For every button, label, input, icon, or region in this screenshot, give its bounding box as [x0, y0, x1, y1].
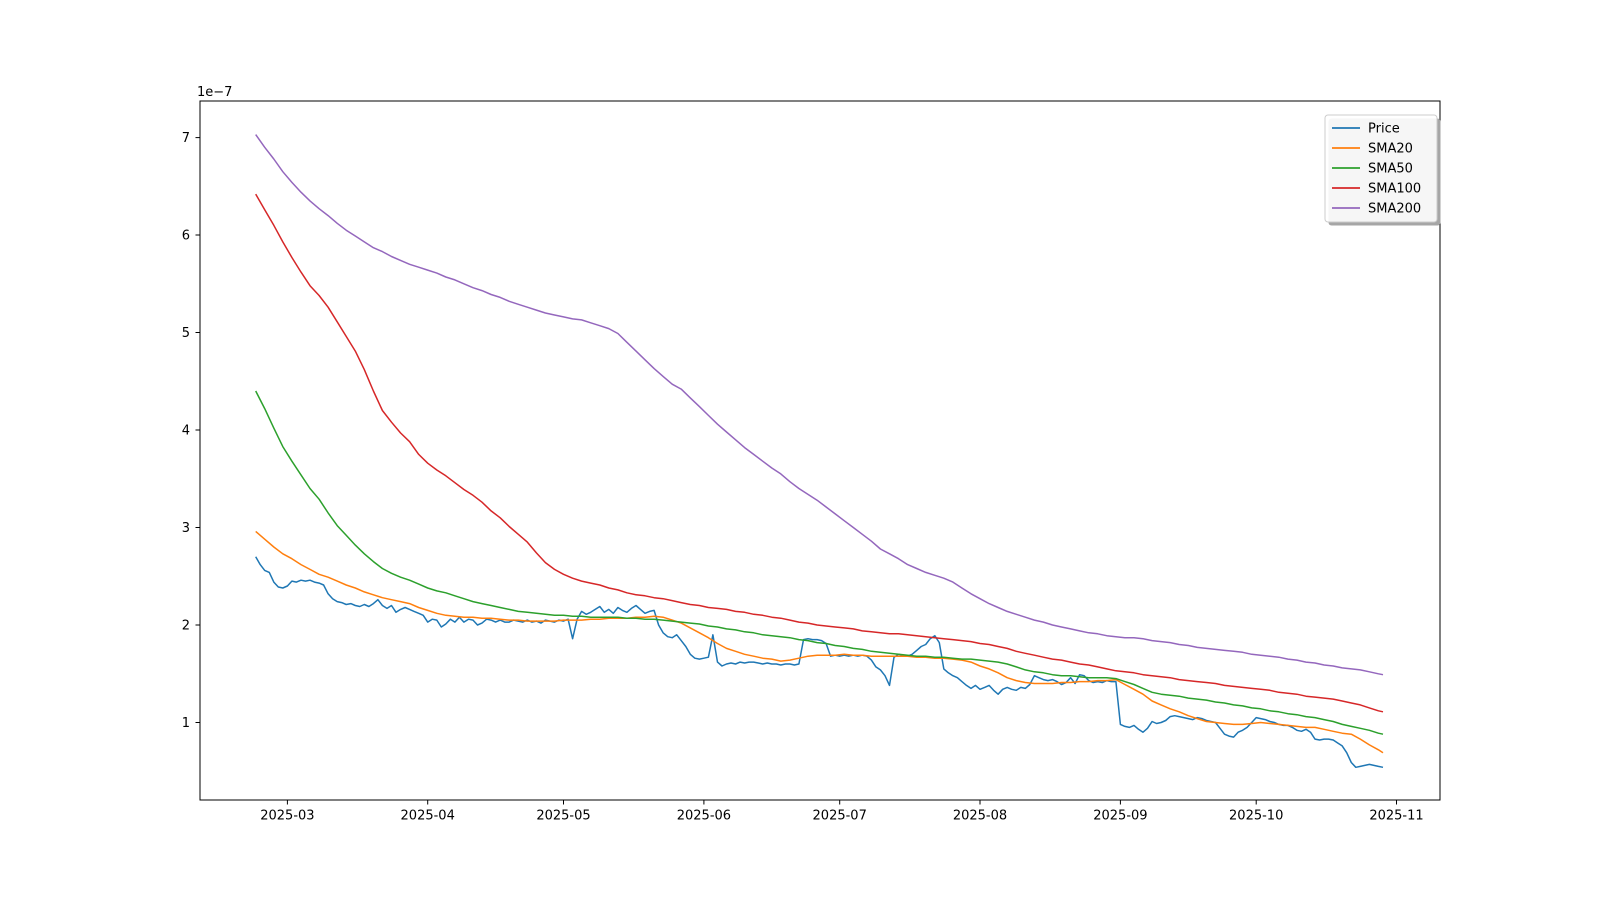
legend-label: SMA50: [1368, 162, 1413, 177]
series-line-price: [255, 556, 1384, 769]
chart-series-group: [255, 134, 1384, 769]
x-tick-label: 2025-09: [1093, 809, 1147, 824]
y-axis-ticks: 1 2 3 4 5 6 7: [182, 131, 200, 731]
x-tick-label: 2025-07: [813, 809, 867, 824]
legend-label: SMA100: [1368, 182, 1421, 197]
legend-box: [1324, 114, 1438, 223]
legend-item-sma200: SMA200: [1332, 202, 1421, 217]
legend-label: Price: [1368, 122, 1400, 137]
legend-label: SMA200: [1368, 202, 1421, 217]
legend-items: Price SMA20 SMA50 SMA100 SMA200: [1332, 122, 1421, 217]
legend-item-sma50: SMA50: [1332, 162, 1413, 177]
y-tick-label: 2: [182, 619, 190, 634]
legend-item-sma100: SMA100: [1332, 182, 1421, 197]
x-tick-label: 2025-03: [260, 809, 314, 824]
legend: Price SMA20 SMA50 SMA100 SMA200: [1324, 114, 1441, 226]
series-line-sma100: [255, 193, 1384, 713]
y-tick-label: 4: [182, 424, 190, 439]
y-tick-label: 7: [182, 131, 190, 146]
legend-item-sma20: SMA20: [1332, 142, 1413, 157]
x-tick-label: 2025-08: [953, 809, 1007, 824]
plot-area-frame: [199, 100, 1441, 801]
y-tick-label: 5: [182, 326, 190, 341]
series-line-sma20: [255, 530, 1384, 754]
y-axis-offset-label: 1e−7: [197, 85, 232, 100]
x-tick-label: 2025-04: [401, 809, 455, 824]
x-tick-label: 2025-11: [1369, 809, 1423, 824]
x-tick-label: 2025-06: [677, 809, 731, 824]
x-tick-label: 2025-10: [1229, 809, 1283, 824]
y-tick-label: 1: [182, 716, 190, 731]
y-tick-label: 6: [182, 229, 190, 244]
legend-label: SMA20: [1368, 142, 1413, 157]
series-line-sma200: [255, 134, 1384, 676]
y-tick-label: 3: [182, 521, 190, 536]
x-axis-ticks: 2025-03 2025-04 2025-05 2025-06 2025-07 2025-…: [260, 800, 1424, 824]
legend-item-price: Price: [1332, 122, 1400, 137]
x-tick-label: 2025-05: [536, 809, 590, 824]
series-line-sma50: [255, 390, 1384, 735]
